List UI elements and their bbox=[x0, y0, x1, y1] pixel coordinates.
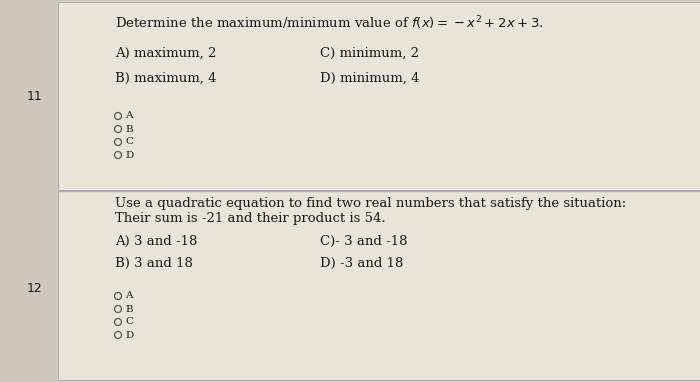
Text: C: C bbox=[125, 317, 133, 327]
Text: A: A bbox=[125, 112, 132, 120]
Text: Their sum is -21 and their product is 54.: Their sum is -21 and their product is 54… bbox=[115, 212, 386, 225]
Bar bbox=[58, 191, 700, 380]
Bar bbox=[58, 191, 700, 380]
Text: A) 3 and -18: A) 3 and -18 bbox=[115, 235, 197, 248]
Bar bbox=[58, 2, 700, 190]
Text: B: B bbox=[125, 125, 132, 133]
Text: B: B bbox=[125, 304, 132, 314]
Text: D) minimum, 4: D) minimum, 4 bbox=[320, 72, 419, 85]
Text: 12: 12 bbox=[27, 282, 43, 295]
Text: C: C bbox=[125, 138, 133, 147]
Text: 11: 11 bbox=[27, 91, 43, 104]
Text: Use a quadratic equation to find two real numbers that satisfy the situation:: Use a quadratic equation to find two rea… bbox=[115, 197, 626, 210]
Text: A: A bbox=[125, 291, 132, 301]
Text: C) minimum, 2: C) minimum, 2 bbox=[320, 47, 419, 60]
Text: B) maximum, 4: B) maximum, 4 bbox=[115, 72, 216, 85]
Text: D: D bbox=[125, 330, 133, 340]
Text: Determine the maximum/minimum value of $f(x) = -x^2 + 2x + 3$.: Determine the maximum/minimum value of $… bbox=[115, 14, 544, 32]
Text: D: D bbox=[125, 151, 133, 160]
Bar bbox=[58, 2, 700, 190]
Text: B) 3 and 18: B) 3 and 18 bbox=[115, 257, 193, 270]
Text: A) maximum, 2: A) maximum, 2 bbox=[115, 47, 216, 60]
Text: D) -3 and 18: D) -3 and 18 bbox=[320, 257, 403, 270]
Text: C)- 3 and -18: C)- 3 and -18 bbox=[320, 235, 407, 248]
